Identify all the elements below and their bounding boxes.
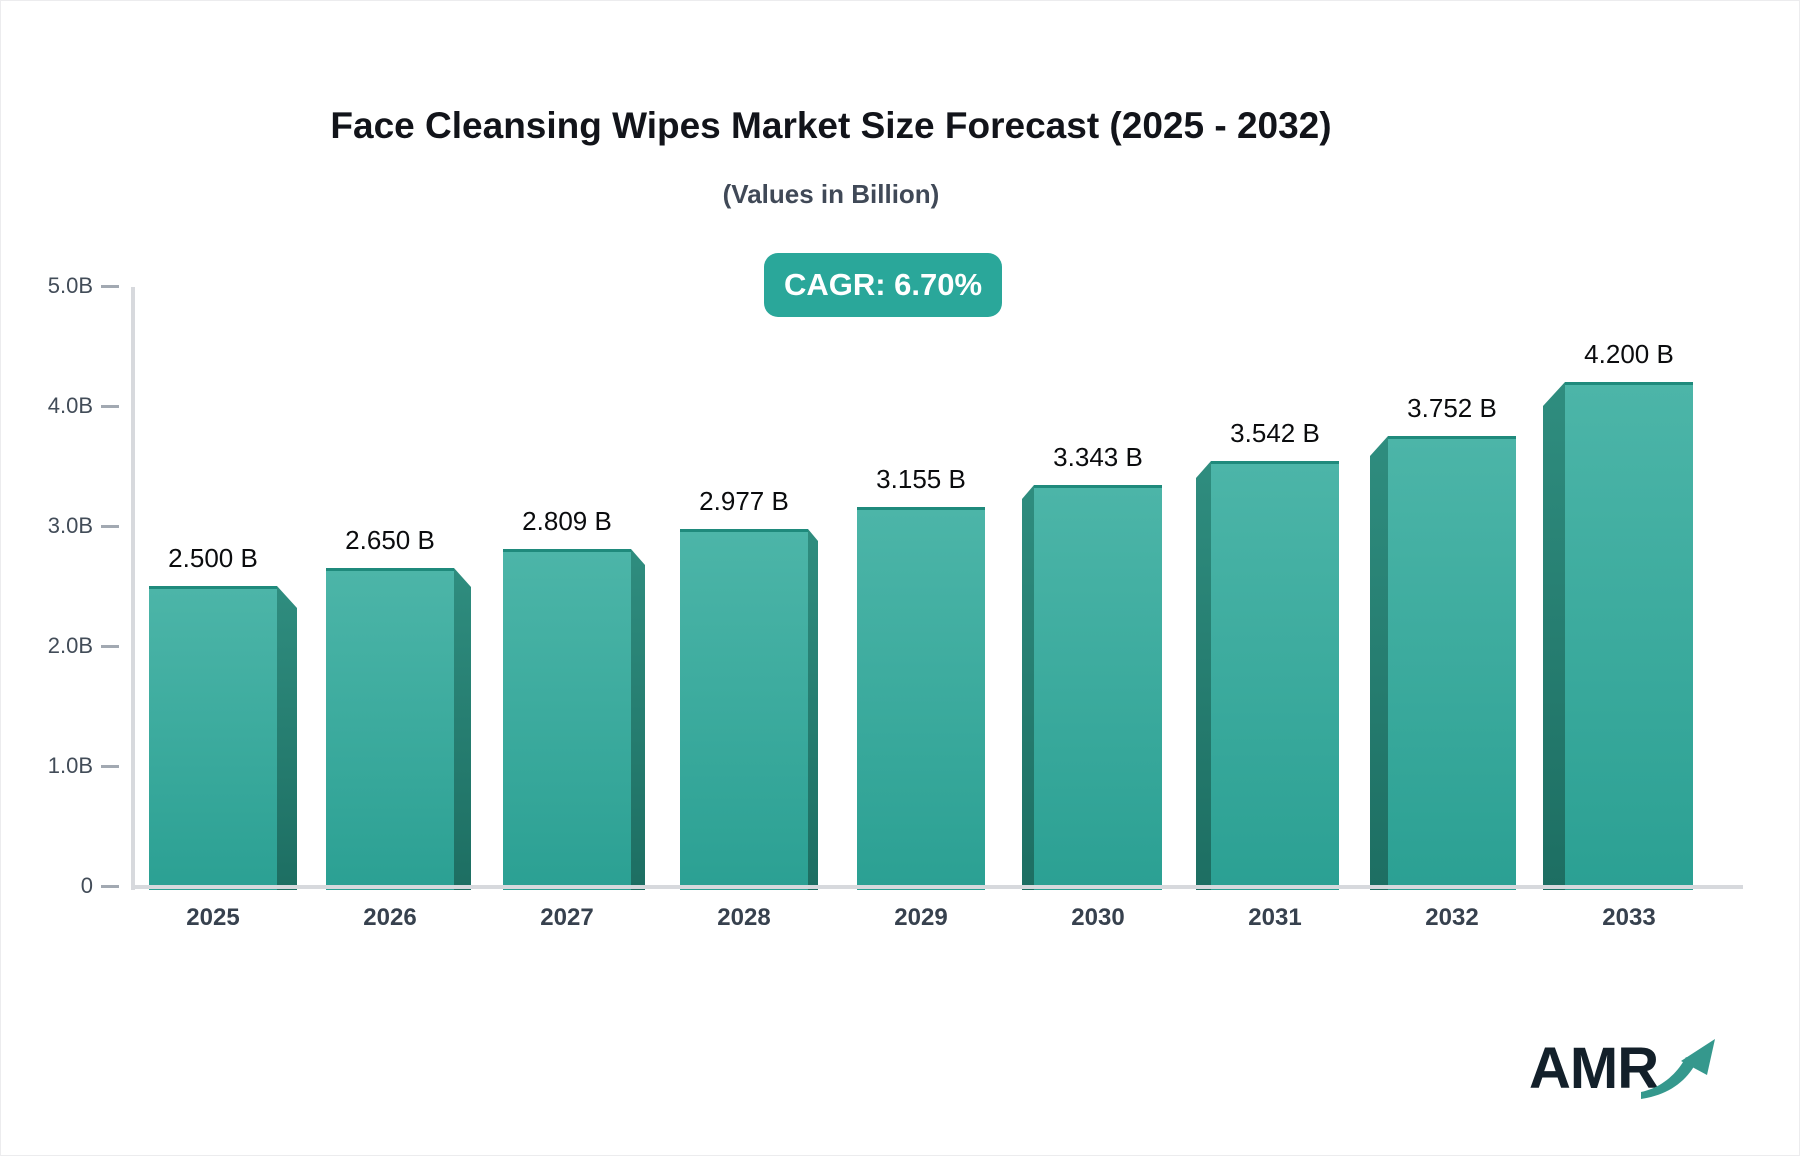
- bar-2026[interactable]: [326, 568, 454, 890]
- bar-2025[interactable]: [149, 586, 277, 890]
- y-axis-tick-label: 2.0B: [47, 633, 93, 658]
- x-axis-year-label: 2026: [363, 904, 417, 931]
- bar-value-label: 4.200 B: [1584, 339, 1674, 369]
- y-axis-tick-label: 1.0B: [47, 753, 93, 778]
- bar-2030[interactable]: [1034, 485, 1162, 890]
- amr-logo: AMR: [1529, 1035, 1729, 1125]
- bar-value-label: 2.977 B: [699, 486, 789, 516]
- x-axis-year-label: 2030: [1071, 904, 1125, 931]
- bar-3d-side-face: [631, 549, 645, 890]
- bar-3d-side-face: [1022, 485, 1034, 890]
- bar-value-label: 2.500 B: [168, 543, 258, 573]
- bar-value-label: 3.542 B: [1230, 418, 1320, 448]
- x-axis-line: [131, 885, 1743, 889]
- x-axis-year-label: 2027: [540, 904, 594, 931]
- amr-logo-text: AMR: [1529, 1036, 1659, 1101]
- y-axis-tick-mark: [101, 765, 119, 768]
- bar-2029[interactable]: [857, 507, 985, 890]
- y-axis-tick-mark: [101, 525, 119, 528]
- bar-2027[interactable]: [503, 549, 631, 890]
- cagr-badge: CAGR: 6.70%: [764, 253, 1002, 317]
- y-axis-tick-mark: [101, 885, 119, 888]
- page-title: Face Cleansing Wipes Market Size Forecas…: [330, 105, 1332, 146]
- bar-3d-side-face: [1543, 382, 1565, 890]
- page-subtitle: (Values in Billion): [722, 179, 940, 209]
- bar-value-label: 2.809 B: [522, 506, 612, 536]
- bar-3d-side-face: [1196, 461, 1211, 890]
- x-axis-year-label: 2028: [717, 904, 771, 931]
- cagr-badge-label: CAGR: 6.70%: [783, 267, 983, 302]
- bar-3d-side-face: [1370, 436, 1388, 890]
- y-axis-tick-label: 5.0B: [47, 273, 93, 298]
- y-axis-tick-label: 0: [80, 873, 93, 898]
- x-axis-year-label: 2025: [186, 904, 240, 931]
- x-axis-year-label: 2031: [1248, 904, 1302, 931]
- bar-value-label: 3.343 B: [1053, 442, 1143, 472]
- x-axis-year-label: 2032: [1425, 904, 1479, 931]
- bar-3d-side-face: [277, 586, 297, 890]
- growth-arrow-icon: [1641, 1039, 1715, 1099]
- bar-value-label: 3.752 B: [1407, 393, 1497, 423]
- bar-2032[interactable]: [1388, 436, 1516, 890]
- bar-2031[interactable]: [1211, 461, 1339, 890]
- bar-value-label: 2.650 B: [345, 525, 435, 555]
- y-axis-tick-mark: [101, 645, 119, 648]
- bar-3d-side-face: [454, 568, 471, 890]
- bar-value-label: 3.155 B: [876, 464, 966, 494]
- y-axis-tick-label: 3.0B: [47, 513, 93, 538]
- y-axis-line: [131, 287, 135, 890]
- bar-2033[interactable]: [1565, 382, 1693, 890]
- y-axis-tick-mark: [101, 405, 119, 408]
- x-axis-year-label: 2029: [894, 904, 948, 931]
- bar-3d-side-face: [808, 529, 818, 890]
- x-axis-year-label: 2033: [1602, 904, 1656, 931]
- y-axis-tick-label: 4.0B: [47, 393, 93, 418]
- y-axis-tick-mark: [101, 285, 119, 288]
- bar-2028[interactable]: [680, 529, 808, 890]
